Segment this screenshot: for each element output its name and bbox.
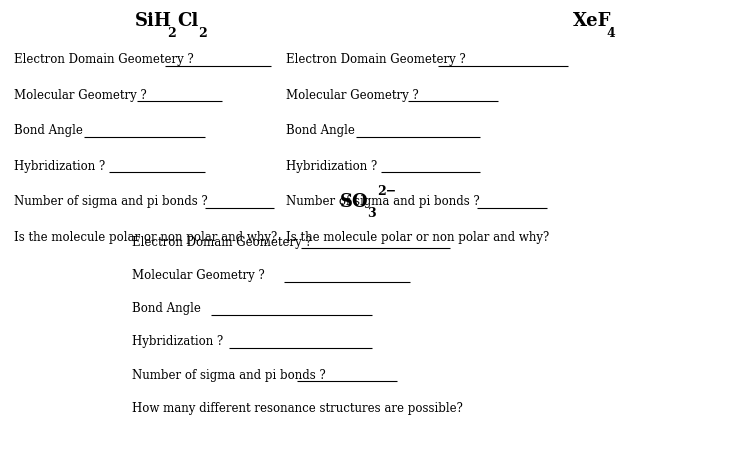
Text: Is the molecule polar or non polar and why?: Is the molecule polar or non polar and w…	[14, 231, 277, 244]
Text: SiH: SiH	[135, 12, 172, 30]
Text: Molecular Geometry ?: Molecular Geometry ?	[14, 88, 147, 102]
Text: How many different resonance structures are possible?: How many different resonance structures …	[132, 402, 462, 415]
Text: Is the molecule polar or non polar and why?: Is the molecule polar or non polar and w…	[286, 231, 549, 244]
Text: Bond Angle: Bond Angle	[132, 302, 201, 315]
Text: 2−: 2−	[378, 185, 397, 198]
Text: Number of sigma and pi bonds ?: Number of sigma and pi bonds ?	[132, 369, 326, 382]
Text: Hybridization ?: Hybridization ?	[132, 335, 223, 349]
Text: Bond Angle: Bond Angle	[14, 124, 83, 137]
Text: Molecular Geometry ?: Molecular Geometry ?	[286, 88, 419, 102]
Text: XeF: XeF	[573, 12, 611, 30]
Text: Electron Domain Geometery ?: Electron Domain Geometery ?	[14, 53, 193, 66]
Text: Hybridization ?: Hybridization ?	[286, 160, 377, 173]
Text: Bond Angle: Bond Angle	[286, 124, 355, 137]
Text: Number of sigma and pi bonds ?: Number of sigma and pi bonds ?	[286, 195, 480, 209]
Text: Cl: Cl	[177, 12, 199, 30]
Text: Electron Domain Geometery ?: Electron Domain Geometery ?	[286, 53, 465, 66]
Text: SO: SO	[340, 193, 368, 210]
Text: Molecular Geometry ?: Molecular Geometry ?	[132, 269, 265, 282]
Text: 2: 2	[199, 27, 208, 39]
Text: Number of sigma and pi bonds ?: Number of sigma and pi bonds ?	[14, 195, 208, 209]
Text: 4: 4	[606, 27, 615, 39]
Text: 3: 3	[367, 207, 375, 220]
Text: 2: 2	[167, 27, 176, 39]
Text: Hybridization ?: Hybridization ?	[14, 160, 105, 173]
Text: Electron Domain Geometery ?: Electron Domain Geometery ?	[132, 236, 311, 249]
